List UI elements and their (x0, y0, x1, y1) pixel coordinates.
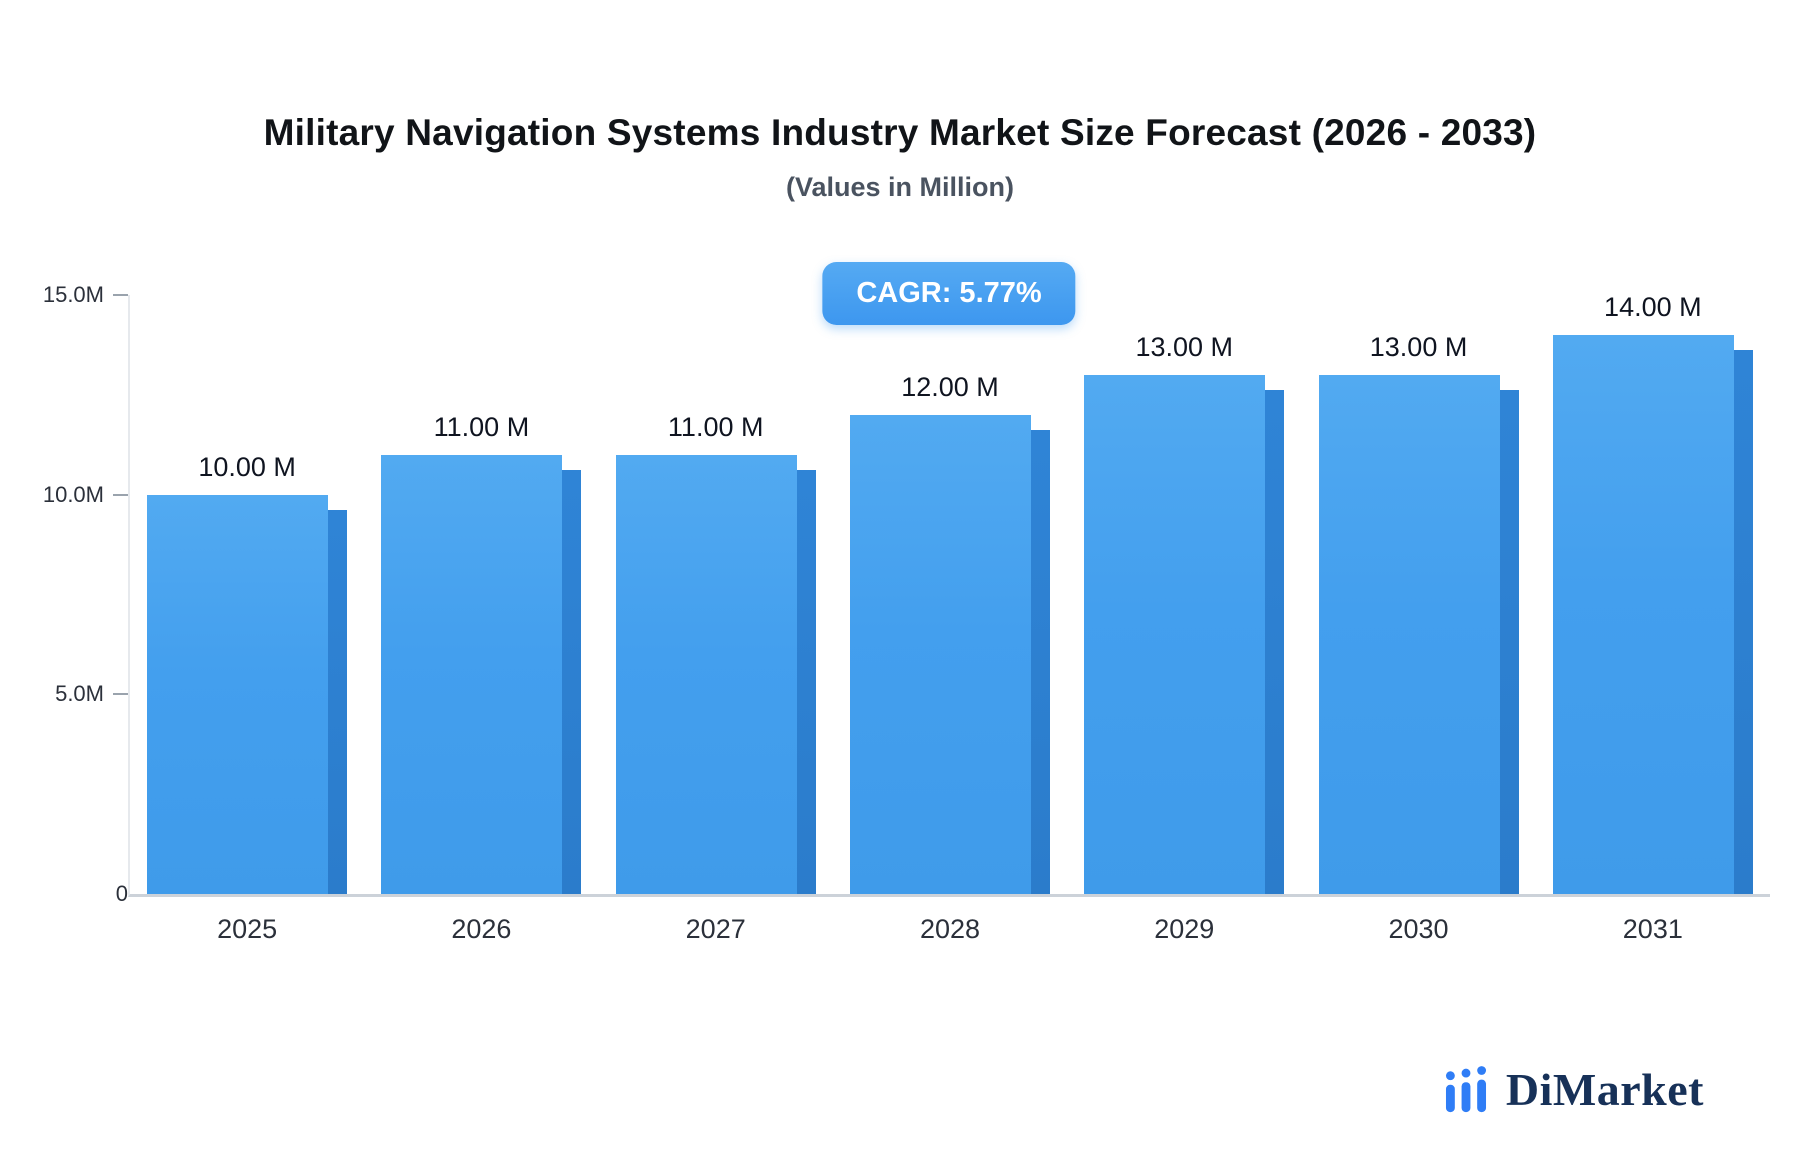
bar-value-label: 13.00 M (1135, 331, 1234, 362)
bar-value-label: 14.00 M (1604, 291, 1702, 322)
brand-logo: DiMarket (1440, 1063, 1704, 1116)
plot-area: 15.0M 10.0M 5.0M 0 10.00 M 2025 11.00 M 2026 11… (43, 282, 1770, 944)
bar-right-shade (1733, 349, 1753, 894)
bar-value-label: 11.00 M (667, 411, 764, 442)
bar-slot-2026: 11.00 M 2026 (364, 295, 598, 944)
x-axis-label: 2030 (1388, 914, 1449, 944)
y-tick-label: 5.0M (55, 681, 104, 707)
bar-2027: 11.00 M (615, 412, 816, 894)
bar-slot-2031: 14.00 M 2031 (1536, 292, 1770, 944)
bar-slot-2025: 10.00 M 2025 (130, 295, 364, 944)
chart-subtitle: (Values in Million) (785, 172, 1015, 202)
bar-right-shade (328, 509, 348, 894)
bar-2029: 13.00 M (1084, 332, 1285, 894)
bar-face (1318, 374, 1500, 894)
y-tick-label: 10.0M (42, 481, 104, 507)
bar-value-label: 12.00 M (901, 371, 999, 402)
bar-value-label: 10.00 M (198, 451, 296, 482)
bar-right-shade (1265, 389, 1285, 894)
y-tick: 10.0M (43, 482, 128, 508)
y-tick-label: 15.0M (42, 282, 104, 307)
bar-face (381, 454, 563, 894)
bar-2028: 12.00 M (849, 372, 1050, 894)
x-axis-label: 2028 (919, 914, 981, 944)
x-axis-label: 2029 (1154, 914, 1215, 944)
x-axis-label: 2026 (451, 914, 512, 944)
bar-face (849, 414, 1031, 894)
bars-row: 10.00 M 2025 11.00 M 2026 11.00 M 2027 12.00 M… (130, 292, 1770, 944)
y-tick-mark (113, 294, 128, 296)
bar-right-shade (1499, 389, 1519, 894)
bar-right-shade (796, 469, 816, 894)
bar-face (147, 494, 329, 894)
chart-title: Military Navigation Systems Industry Mar… (263, 112, 1537, 153)
bar-face (1552, 334, 1734, 894)
bar-chart-logo-icon (1445, 1065, 1486, 1112)
y-tick-label: 0 (115, 881, 128, 906)
bar-slot-2029: 13.00 M 2029 (1067, 295, 1301, 944)
bar-slot-2027: 11.00 M 2027 (599, 295, 833, 944)
y-axis: 15.0M 10.0M 5.0M 0 (10, 282, 128, 906)
bar-2026: 11.00 M (381, 412, 582, 894)
x-axis-label: 2027 (685, 914, 746, 944)
bar-slot-2028: 12.00 M 2028 (833, 295, 1067, 944)
y-tick: 5.0M (55, 681, 128, 707)
bar-slot-2030: 13.00 M 2030 (1301, 295, 1535, 944)
bar-right-shade (562, 469, 582, 894)
bar-2030: 13.00 M (1318, 332, 1519, 894)
bar-face (1084, 374, 1266, 894)
y-tick: 15.0M (43, 282, 128, 308)
x-axis-label: 2031 (1622, 914, 1683, 944)
bar-right-shade (1030, 429, 1050, 894)
y-tick-mark (113, 493, 128, 496)
y-tick-mark (113, 693, 128, 696)
x-axis-label: 2025 (217, 914, 278, 944)
cagr-badge: CAGR: 5.77% (822, 262, 1076, 325)
bar-value-label: 11.00 M (433, 411, 530, 442)
bar-face (615, 454, 797, 894)
bar-2031: 14.00 M (1552, 292, 1753, 894)
bar-value-label: 13.00 M (1369, 331, 1468, 362)
y-tick: 0 (116, 881, 128, 907)
bar-2025: 10.00 M (147, 452, 348, 894)
brand-name: DiMarket (1505, 1064, 1704, 1115)
